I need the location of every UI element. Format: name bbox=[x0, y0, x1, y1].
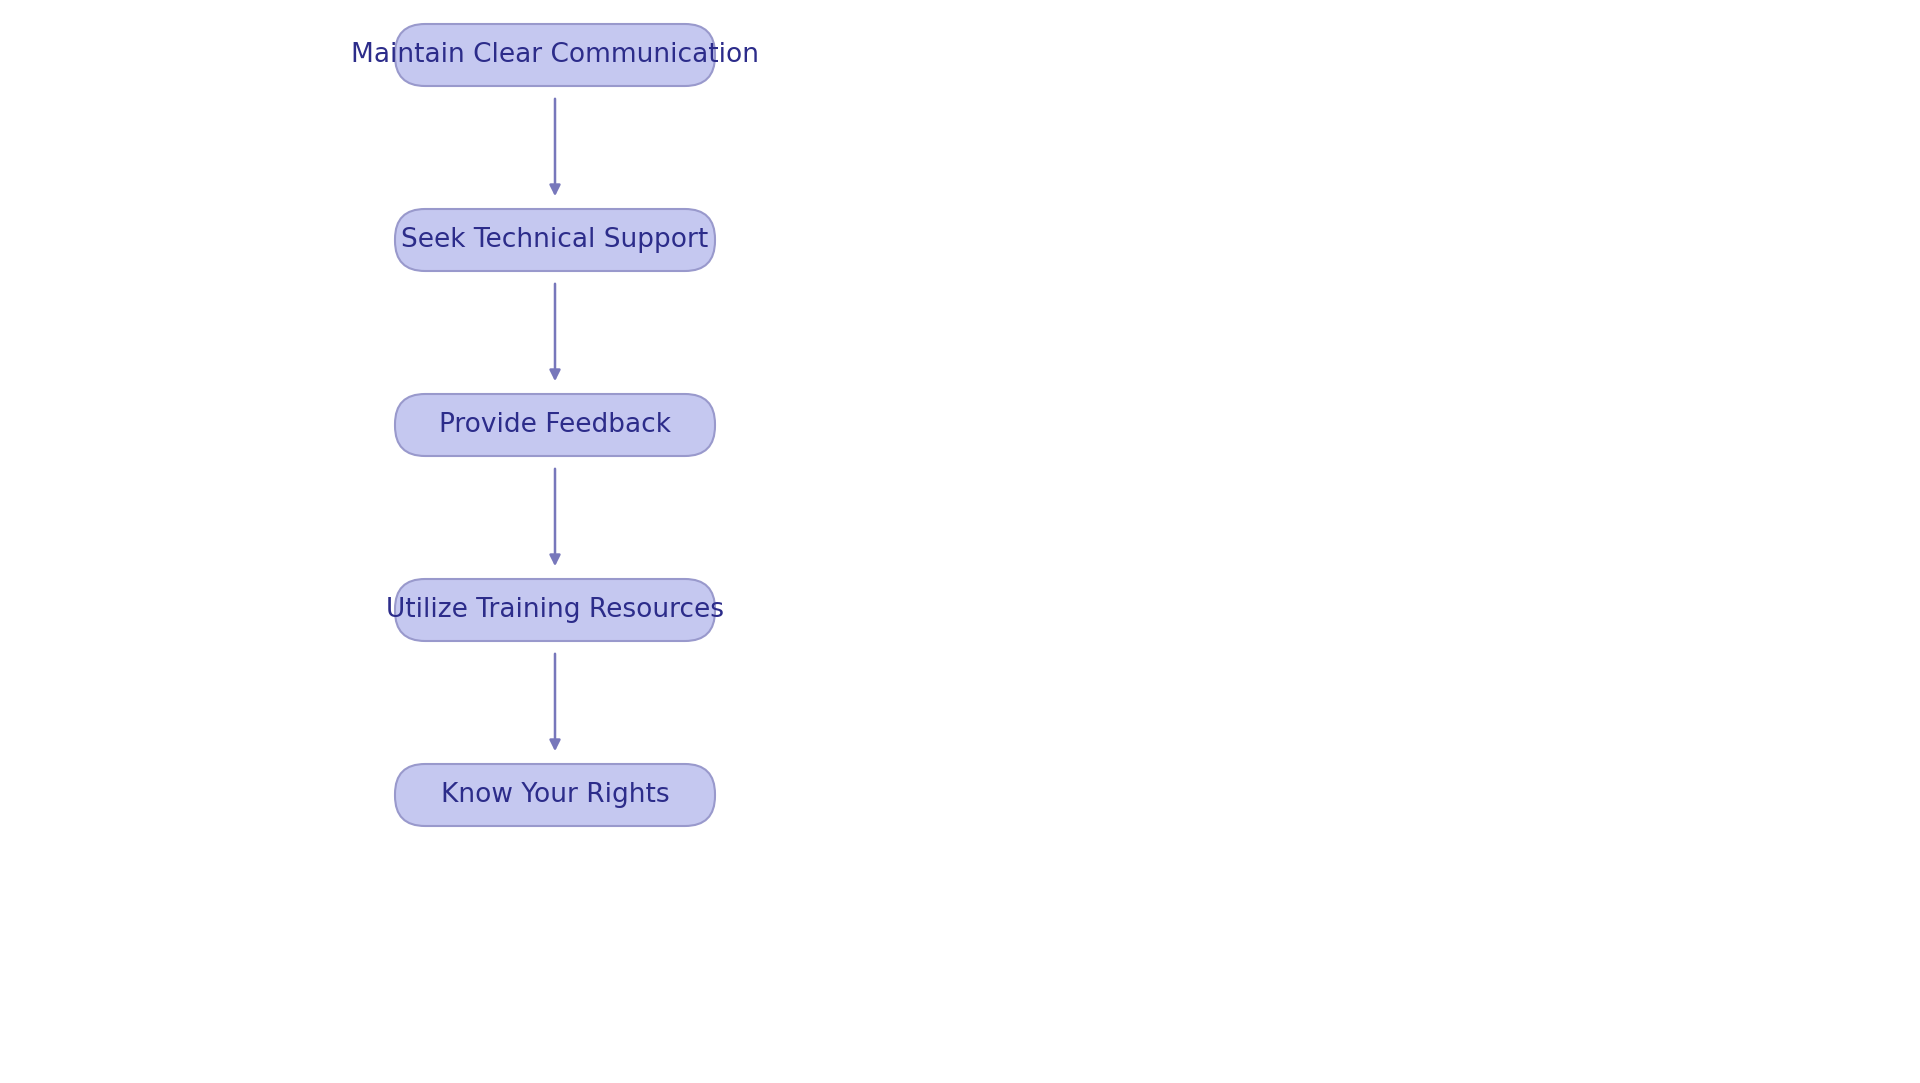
FancyBboxPatch shape bbox=[396, 579, 714, 641]
Text: Provide Feedback: Provide Feedback bbox=[440, 412, 670, 438]
FancyBboxPatch shape bbox=[396, 24, 714, 86]
FancyBboxPatch shape bbox=[396, 394, 714, 456]
Text: Utilize Training Resources: Utilize Training Resources bbox=[386, 597, 724, 623]
FancyBboxPatch shape bbox=[396, 764, 714, 826]
FancyBboxPatch shape bbox=[396, 209, 714, 271]
Text: Seek Technical Support: Seek Technical Support bbox=[401, 227, 708, 253]
Text: Maintain Clear Communication: Maintain Clear Communication bbox=[351, 42, 758, 68]
Text: Know Your Rights: Know Your Rights bbox=[442, 782, 670, 808]
